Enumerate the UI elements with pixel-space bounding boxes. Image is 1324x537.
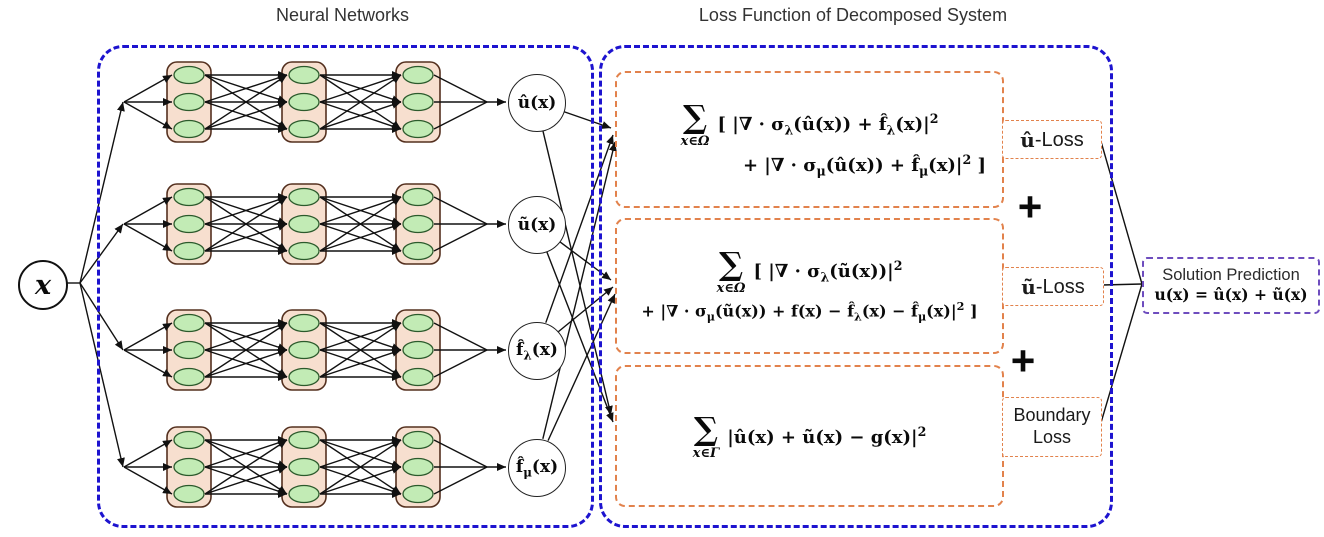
solution-formula: u(x) = û(x) + ũ(x) bbox=[1154, 285, 1308, 305]
formula-line: [ |∇ · σλ(ũ(x))|2 bbox=[753, 258, 903, 286]
formula-line: [ |∇ · σλ(û(x)) + f̂λ(x)|2 bbox=[717, 110, 939, 138]
sum-symbol: ∑ x∈Ω bbox=[716, 245, 746, 297]
neural-networks-panel bbox=[97, 45, 594, 528]
loss-term-box-u-hat: ∑ x∈Ω [ |∇ · σλ(û(x)) + f̂λ(x)|2 + |∇ · … bbox=[615, 71, 1004, 208]
output-node-u-tilde: ũ(x) bbox=[508, 196, 566, 254]
loss-label-boundary: Boundary Loss bbox=[1002, 397, 1102, 457]
solution-title: Solution Prediction bbox=[1162, 266, 1300, 285]
output-node-f-lambda: f̂λ(x) bbox=[508, 322, 566, 380]
formula-line: + |∇ · σμ(ũ(x)) + f(x) − f̂λ(x) − f̂μ(x)… bbox=[641, 299, 978, 324]
loss-term-box-boundary: ∑ x∈Γ |û(x) + ũ(x) − g(x)|2 bbox=[615, 365, 1004, 507]
formula-line: + |∇ · σμ(û(x)) + f̂μ(x)|2 ] bbox=[742, 151, 987, 179]
input-node-x: x bbox=[18, 260, 68, 310]
sum-symbol: ∑ x∈Γ bbox=[692, 409, 720, 461]
output-node-u-hat: û(x) bbox=[508, 74, 566, 132]
loss-function-title: Loss Function of Decomposed System bbox=[698, 5, 1008, 25]
plus-sign: + bbox=[1010, 337, 1036, 384]
solution-prediction-box: Solution Prediction u(x) = û(x) + ũ(x) bbox=[1142, 257, 1320, 314]
neural-networks-title: Neural Networks bbox=[275, 5, 410, 25]
output-node-f-mu: f̂μ(x) bbox=[508, 439, 566, 497]
loss-label-u-hat: û -Loss bbox=[1002, 120, 1102, 159]
loss-term-box-u-tilde: ∑ x∈Ω [ |∇ · σλ(ũ(x))|2 + |∇ · σμ(ũ(x)) … bbox=[615, 218, 1004, 354]
loss-function-panel bbox=[599, 45, 1113, 528]
sum-symbol: ∑ x∈Ω bbox=[680, 97, 710, 149]
loss-label-u-tilde: ũ -Loss bbox=[1002, 267, 1104, 306]
plus-sign: + bbox=[1017, 183, 1043, 230]
formula-line: |û(x) + ũ(x) − g(x)|2 bbox=[727, 424, 927, 448]
